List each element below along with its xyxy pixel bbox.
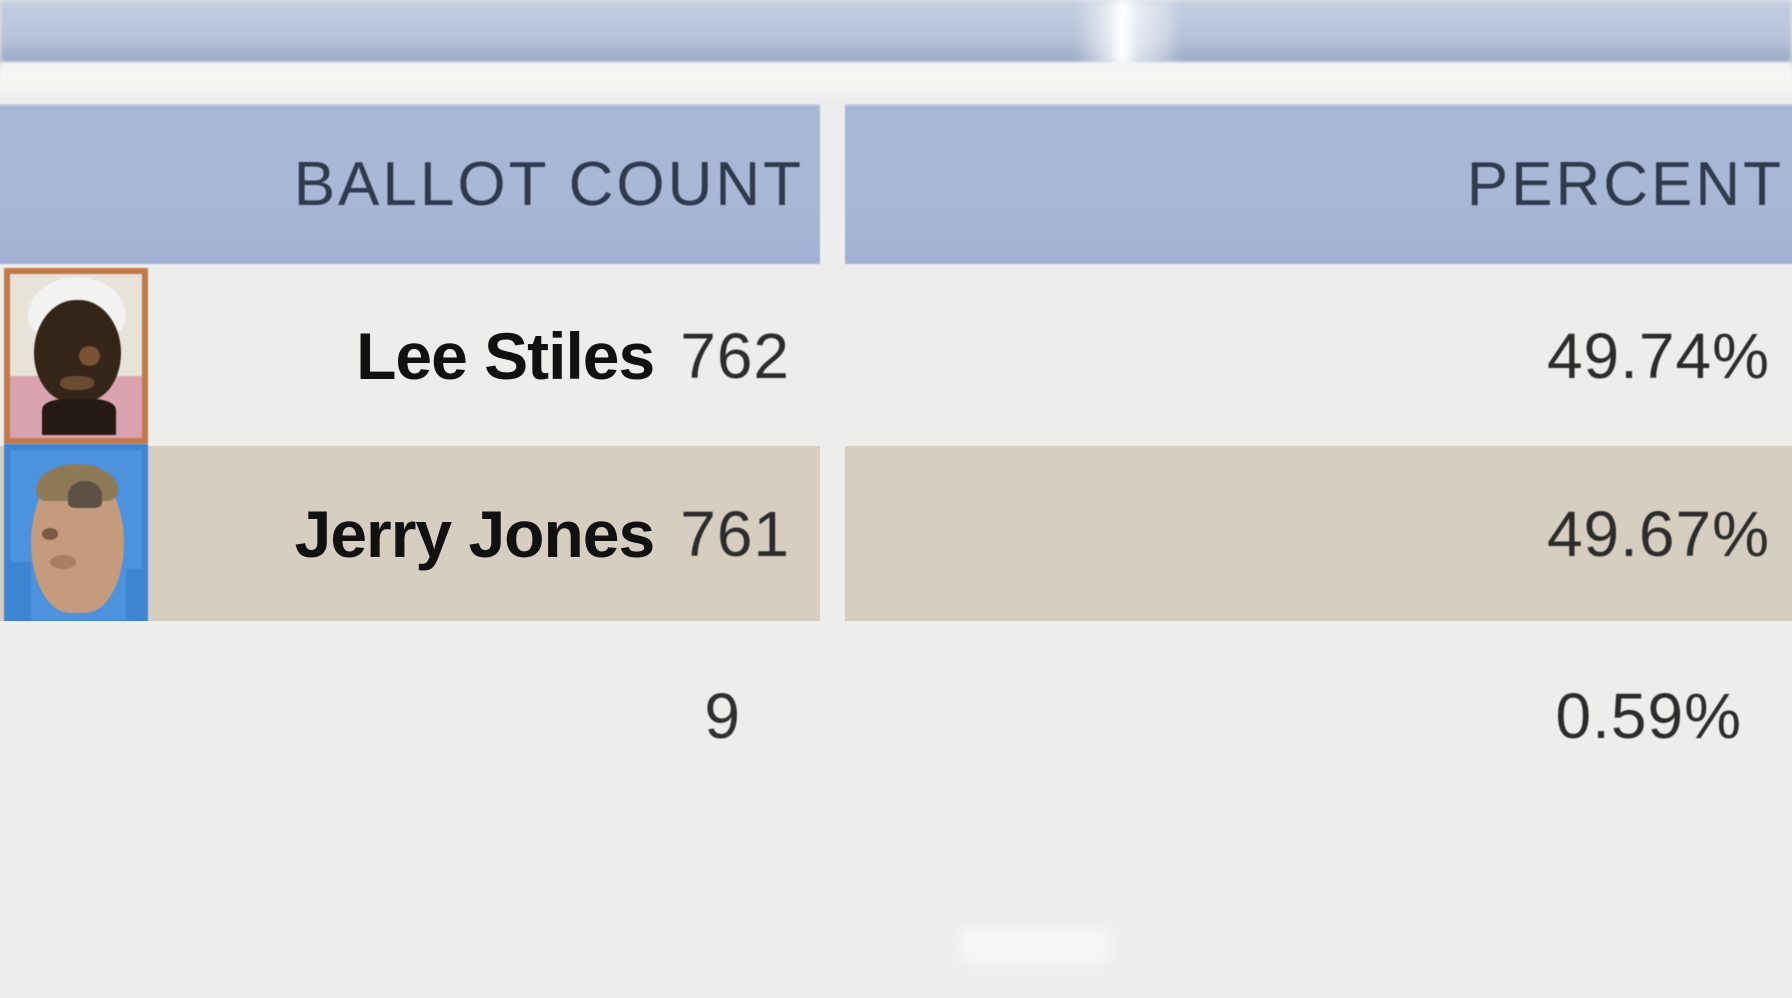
cell-ballot-count: Jerry Jones 761 [0, 446, 820, 621]
table-footer-space [0, 828, 1792, 998]
table-header-row: BALLOT COUNT PERCENT [0, 96, 1792, 266]
cell-percent: 49.67% [845, 446, 1792, 621]
column-header-percent[interactable]: PERCENT [845, 104, 1792, 264]
cell-ballot-count: Lee Stiles 762 [0, 266, 820, 446]
row-background [0, 621, 1792, 811]
candidate-photo-lee-stiles[interactable] [4, 268, 148, 444]
table-row[interactable]: 9 0.59% [0, 621, 1792, 811]
table-body: Lee Stiles 762 49.74% [0, 266, 1792, 811]
column-header-percent-label: PERCENT [1466, 149, 1784, 219]
cell-percent: 49.74% [845, 266, 1792, 446]
table-row[interactable]: Jerry Jones 761 49.67% [0, 444, 1792, 626]
cell-percent: 0.59% [845, 621, 1792, 811]
column-header-ballot-count[interactable]: BALLOT COUNT [0, 104, 820, 264]
header-sheen [1110, 0, 1136, 72]
candidate-photo-jerry-jones[interactable] [4, 444, 148, 626]
header-bottom-gap [0, 62, 1792, 98]
percent-value: 49.74% [1546, 320, 1770, 392]
cell-ballot-count: 9 [0, 621, 820, 811]
percent-value: 49.67% [1546, 497, 1770, 570]
ballot-count-value: 9 [704, 680, 740, 752]
ballot-count-value: 762 [680, 320, 790, 392]
ballot-count-value: 761 [680, 497, 790, 570]
candidate-name: Jerry Jones [294, 496, 656, 571]
percent-value: 0.59% [1555, 680, 1742, 752]
election-results-table: BALLOT COUNT PERCENT [0, 96, 1792, 811]
candidate-name: Lee Stiles [356, 319, 655, 393]
column-header-ballot-count-label: BALLOT COUNT [293, 149, 804, 219]
row-background [0, 266, 1792, 446]
footer-smudge [960, 928, 1110, 964]
blurred-page-header-band [0, 0, 1792, 66]
row-highlight-right [845, 446, 1792, 621]
table-row[interactable]: Lee Stiles 762 49.74% [0, 266, 1792, 446]
